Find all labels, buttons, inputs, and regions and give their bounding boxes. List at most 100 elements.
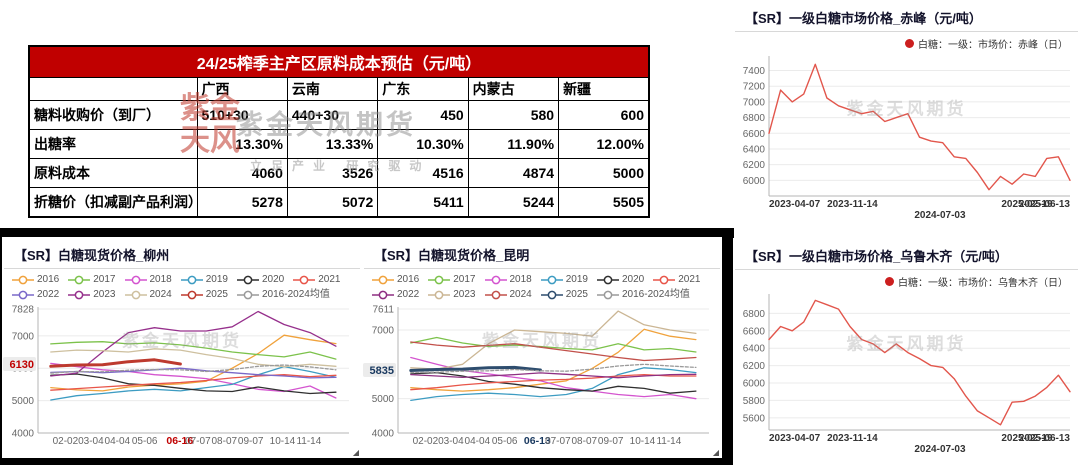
legend-item-2024: 2024: [124, 288, 172, 301]
y-tick-label: 6000: [743, 176, 766, 187]
legend-line-circle-icon: [484, 275, 507, 284]
legend-label: 2022: [37, 289, 60, 300]
legend-line-circle-icon: [180, 275, 203, 284]
legend-label: 2016: [397, 274, 420, 285]
y-tick-label: 4000: [12, 429, 35, 440]
title-separator: [735, 269, 1078, 270]
y-tick-label: 6600: [743, 129, 766, 140]
legend-line-circle-icon: [597, 290, 619, 299]
legend-line-circle-icon: [428, 290, 451, 299]
series-2019: [410, 367, 697, 402]
series-2020: [410, 371, 697, 394]
chart-legend: 白糖：一级：市场价：赤峰（日）: [733, 32, 1080, 51]
table-cell: 13.33%: [286, 129, 379, 159]
table-cell: 440+30: [286, 100, 379, 130]
legend-label: 2016: [37, 274, 60, 285]
series-2021: [50, 374, 337, 391]
x-tick-label: 07-07: [545, 436, 571, 447]
legend-label: 2023: [453, 289, 476, 300]
title-separator: [364, 268, 720, 269]
legend-label: 2021: [678, 274, 701, 285]
legend-label: 2019: [205, 274, 228, 285]
y-tick-label: 7400: [743, 66, 766, 77]
legend-item-2017: 2017: [428, 273, 476, 286]
legend-item-2023: 2023: [68, 288, 116, 301]
legend-label: 2019: [565, 274, 588, 285]
plot-svg: 6000 6200 6400 6600 6800 7000 7200 7400 2023-04-…: [743, 56, 1071, 221]
chart-panel-liuzhou: 【SR】白糖现货价格_柳州 2016 2017 2018 2019 2020 2021 202…: [2, 237, 362, 458]
legend-item-2025: 2025: [180, 288, 228, 301]
table-cell: 3526: [286, 158, 379, 188]
table-cell: 10.30%: [377, 129, 469, 159]
legend-item-2021: 2021: [653, 273, 701, 286]
legend-item-2020: 2020: [597, 273, 644, 286]
series-2020: [50, 373, 337, 395]
legend-line-circle-icon: [68, 290, 91, 299]
y-tick-label: 7000: [743, 97, 766, 108]
y-tick-label: 6800: [743, 113, 766, 124]
x-tick-label: 10-14: [270, 436, 296, 447]
legend-label: 2020: [622, 274, 645, 285]
plot-svg: 5600 5800 6000 6200 6400 6600 6800 2023-04-07 20…: [743, 294, 1071, 455]
table-column-header: 新疆: [558, 77, 650, 101]
plot-svg: 40005000600070007828613002-0203-0404-040…: [3, 305, 349, 447]
table-cell: 4516: [377, 158, 469, 188]
legend-label: 2022: [397, 289, 420, 300]
x-tick-label: 2023-04-07: [769, 199, 821, 210]
legend-label: 2017: [453, 274, 476, 285]
legend-item-2016-2024均值: 2016-2024均值: [597, 288, 690, 301]
current-value-badge-bg: [363, 362, 396, 377]
legend-label: 2023: [93, 289, 116, 300]
series-2016-2024均值: [410, 363, 697, 374]
legend-line-circle-icon: [597, 275, 619, 284]
table-column-header: 内蒙古: [467, 77, 560, 101]
table-row-label: 出糖率: [28, 129, 198, 159]
y-tick-label: 6400: [743, 144, 766, 155]
legend-label: 2017: [93, 274, 116, 285]
legend-item-2024: 2024: [484, 288, 532, 301]
chart-legend: 2016 2017 2018 2019 2020 2021 2022 2023 2024 2025…: [2, 269, 362, 301]
series-2018: [50, 362, 337, 399]
chart-title: 【SR】一级白糖市场价格_赤峰（元/吨）: [745, 11, 982, 26]
legend-item-2020: 2020: [237, 273, 284, 286]
chart-panel-urumqi: 【SR】一级白糖市场价格_乌鲁木齐（元/吨） 白糖：一级：市场价：乌鲁木齐（日） 5…: [733, 238, 1080, 465]
x-tick-label: 09-07: [598, 436, 624, 447]
x-tick-label: 05-06: [492, 436, 518, 447]
legend-item-2017: 2017: [68, 273, 116, 286]
x-tick-label: 03-04: [438, 436, 464, 447]
chart-title: 【SR】白糖现货价格_昆明: [374, 248, 530, 263]
table-cell: 11.90%: [467, 129, 560, 159]
table-column-header: 广西: [196, 77, 288, 101]
table-row: 糖料收购价（到厂） 510+30 440+30 450 580 600: [28, 100, 650, 130]
series-2017: [410, 336, 697, 353]
table-cell: 580: [467, 100, 560, 130]
y-tick-label: 6800: [743, 309, 766, 320]
legend-label: 2024: [509, 289, 532, 300]
legend-label: 白糖：一级：市场价：赤峰（日）: [918, 39, 1068, 51]
legend-label: 2018: [149, 274, 172, 285]
table-row: 出糖率 13.30% 13.33% 10.30% 11.90% 12.00%: [28, 129, 650, 159]
y-tick-label: 7200: [743, 82, 766, 93]
series-白糖：一级：市场价：赤峰（日）: [768, 63, 1071, 191]
legend-item-2019: 2019: [180, 273, 228, 286]
table-cell: 5278: [196, 187, 288, 217]
current-value-badge: 6130: [10, 359, 34, 371]
table-title-row: 24/25榨季主产区原料成本预估（元/吨）: [28, 45, 650, 78]
x-tick-label: 02-02: [53, 436, 79, 447]
legend-item-2022: 2022: [372, 288, 419, 301]
series-2022: [50, 367, 337, 379]
x-tick-label: 2025-06-13: [1019, 433, 1071, 444]
series-白糖：一级：市场价：乌鲁木齐（日）: [768, 299, 1071, 426]
legend-label: 白糖：一级：市场价：乌鲁木齐（日）: [898, 277, 1068, 289]
series-2016: [50, 334, 337, 392]
seasonal-charts-inner: 【SR】白糖现货价格_柳州 2016 2017 2018 2019 2020 2021 202…: [2, 237, 722, 458]
legend-line-circle-icon: [653, 275, 676, 284]
legend-label: 2016-2024均值: [262, 289, 330, 300]
legend-item-2023: 2023: [428, 288, 476, 301]
plot-svg: 4000 5000 7000 7611 5835 02-02 03-04 04-04 05-06…: [363, 305, 709, 447]
x-tick-label: 2025-02-19: [1001, 199, 1053, 210]
y-tick-label: 6000: [743, 379, 766, 390]
table-cell: 600: [558, 100, 650, 130]
series-2025: [409, 365, 542, 372]
legend-line-circle-icon: [12, 275, 34, 284]
